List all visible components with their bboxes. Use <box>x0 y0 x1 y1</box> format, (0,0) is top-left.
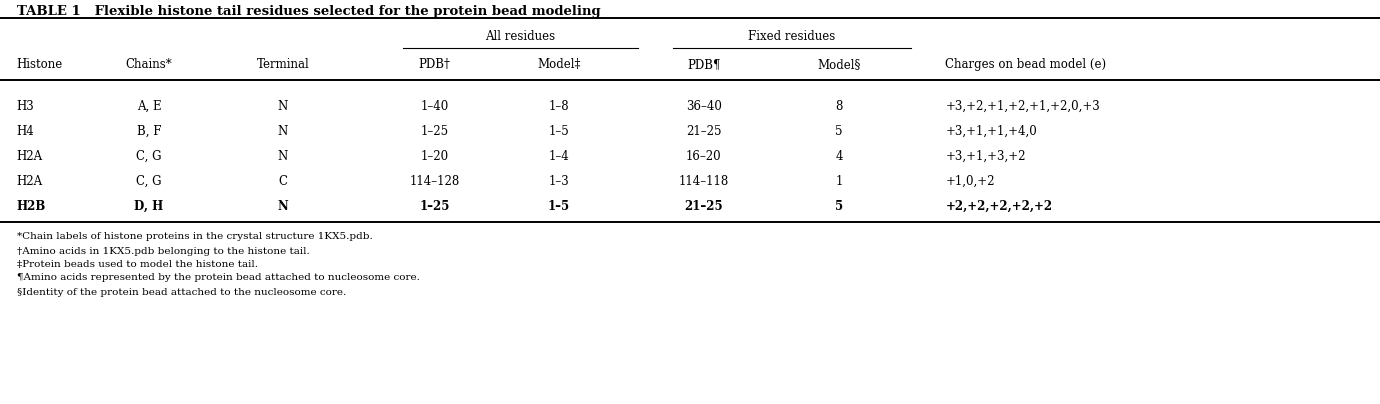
Text: 1–5: 1–5 <box>548 125 570 138</box>
Text: 1–25: 1–25 <box>421 125 448 138</box>
Text: 36–40: 36–40 <box>686 100 722 113</box>
Text: †Amino acids in 1KX5.pdb belonging to the histone tail.: †Amino acids in 1KX5.pdb belonging to th… <box>17 247 309 256</box>
Text: H2A: H2A <box>17 175 43 188</box>
Text: Terminal: Terminal <box>257 58 309 71</box>
Text: N: N <box>277 200 288 213</box>
Text: +3,+1,+3,+2: +3,+1,+3,+2 <box>945 150 1025 163</box>
Text: All residues: All residues <box>486 30 555 43</box>
Text: 1–5: 1–5 <box>548 200 570 213</box>
Text: D, H: D, H <box>134 200 164 213</box>
Text: Charges on bead model (e): Charges on bead model (e) <box>945 58 1107 71</box>
Text: C, G: C, G <box>137 175 161 188</box>
Text: 1: 1 <box>835 175 843 188</box>
Text: 5: 5 <box>835 200 843 213</box>
Text: H3: H3 <box>17 100 34 113</box>
Text: H4: H4 <box>17 125 34 138</box>
Text: Fixed residues: Fixed residues <box>748 30 836 43</box>
Text: Histone: Histone <box>17 58 63 71</box>
Text: 8: 8 <box>835 100 843 113</box>
Text: B, F: B, F <box>137 125 161 138</box>
Text: §Identity of the protein bead attached to the nucleosome core.: §Identity of the protein bead attached t… <box>17 288 346 297</box>
Text: N: N <box>277 125 288 138</box>
Text: 21–25: 21–25 <box>684 200 723 213</box>
Text: PDB¶: PDB¶ <box>687 58 720 71</box>
Text: 1–40: 1–40 <box>421 100 448 113</box>
Text: PDB†: PDB† <box>418 58 451 71</box>
Text: H2B: H2B <box>17 200 46 213</box>
Text: 1–25: 1–25 <box>420 200 450 213</box>
Text: 5: 5 <box>835 125 843 138</box>
Text: 1–3: 1–3 <box>548 175 570 188</box>
Text: C: C <box>279 175 287 188</box>
Text: A, E: A, E <box>137 100 161 113</box>
Text: +2,+2,+2,+2,+2: +2,+2,+2,+2,+2 <box>945 200 1053 213</box>
Text: +3,+1,+1,+4,0: +3,+1,+1,+4,0 <box>945 125 1036 138</box>
Text: Model§: Model§ <box>817 58 861 71</box>
Text: 1–8: 1–8 <box>549 100 569 113</box>
Text: 1–4: 1–4 <box>548 150 570 163</box>
Text: ‡Protein beads used to model the histone tail.: ‡Protein beads used to model the histone… <box>17 260 258 269</box>
Text: 4: 4 <box>835 150 843 163</box>
Text: N: N <box>277 100 288 113</box>
Text: C, G: C, G <box>137 150 161 163</box>
Text: +1,0,+2: +1,0,+2 <box>945 175 995 188</box>
Text: 16–20: 16–20 <box>686 150 722 163</box>
Text: 1–20: 1–20 <box>421 150 448 163</box>
Text: Model‡: Model‡ <box>537 58 581 71</box>
Text: 114–118: 114–118 <box>679 175 729 188</box>
Text: N: N <box>277 150 288 163</box>
Text: +3,+2,+1,+2,+1,+2,0,+3: +3,+2,+1,+2,+1,+2,0,+3 <box>945 100 1100 113</box>
Text: 21–25: 21–25 <box>686 125 722 138</box>
Text: 114–128: 114–128 <box>410 175 460 188</box>
Text: TABLE 1   Flexible histone tail residues selected for the protein bead modeling: TABLE 1 Flexible histone tail residues s… <box>17 5 600 18</box>
Text: *Chain labels of histone proteins in the crystal structure 1KX5.pdb.: *Chain labels of histone proteins in the… <box>17 232 373 241</box>
Text: ¶Amino acids represented by the protein bead attached to nucleosome core.: ¶Amino acids represented by the protein … <box>17 273 420 282</box>
Text: H2A: H2A <box>17 150 43 163</box>
Text: Chains*: Chains* <box>126 58 172 71</box>
